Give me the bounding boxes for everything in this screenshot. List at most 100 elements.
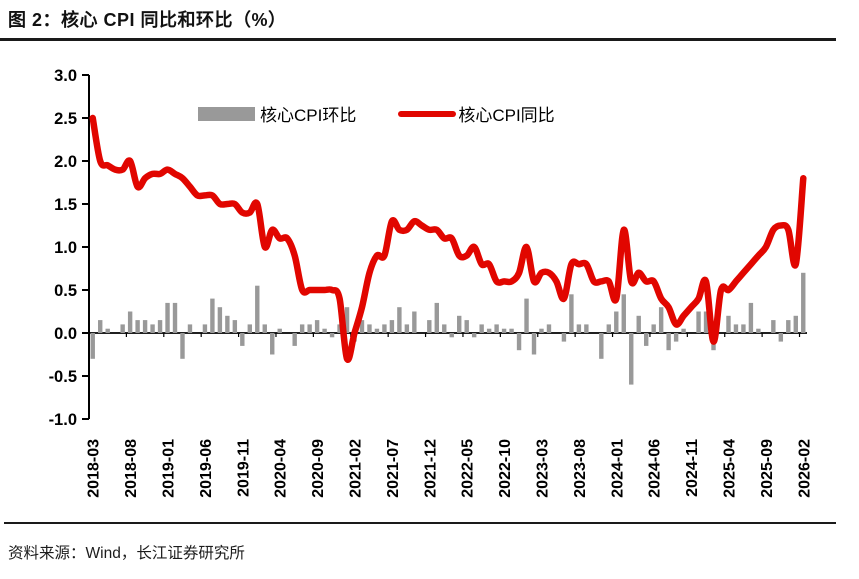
- bar-2025-11: [778, 333, 784, 342]
- bar-2023-04: [546, 324, 552, 333]
- bar-2021-12: [427, 320, 432, 333]
- bar-2023-12: [606, 324, 612, 333]
- bar-2019-07: [210, 298, 215, 333]
- x-tick-2018-03: 2018-03: [86, 439, 103, 498]
- bar-2023-07: [569, 294, 574, 333]
- svg-text:0.0: 0.0: [54, 325, 77, 343]
- x-tick-2019-11: 2019-11: [235, 439, 252, 497]
- bar-2024-06: [651, 324, 656, 333]
- bar-2021-05: [374, 328, 380, 333]
- bar-2024-03: [629, 333, 634, 385]
- bar-2021-07: [389, 320, 395, 333]
- x-tick-2020-09: 2020-09: [310, 439, 327, 498]
- bar-2022-10: [501, 328, 507, 333]
- bar-2022-06: [471, 333, 477, 338]
- x-tick-2018-08: 2018-08: [123, 439, 140, 498]
- bar-2020-06: [292, 333, 297, 346]
- bar-2019-02: [172, 302, 178, 333]
- bar-2024-12: [696, 311, 701, 333]
- bar-2025-05: [733, 324, 739, 333]
- svg-text:2.5: 2.5: [54, 110, 77, 128]
- bar-2022-11: [509, 328, 514, 333]
- chart-legend: 核心CPI环比 核心CPI同比: [198, 101, 555, 126]
- chart-canvas: 3.0 2.5 2.0 1.5 1.0 0.5 0.0 -0.5 -1.0 2018-03 2018…: [49, 67, 814, 498]
- x-tick-2022-05: 2022-05: [460, 439, 477, 498]
- figure-title: 图 2：核心 CPI 同比和环比（%）: [8, 10, 287, 30]
- bar-2023-01: [524, 298, 529, 333]
- legend-label-mom: 核心CPI环比: [260, 106, 357, 125]
- bar-2022-03: [449, 333, 454, 338]
- x-tick-2021-02: 2021-02: [348, 439, 365, 498]
- bar-2018-08: [127, 311, 133, 333]
- bar-2022-04: [457, 315, 462, 333]
- bottom-divider: [4, 522, 836, 524]
- yoy-line: [89, 114, 807, 363]
- bar-2020-02: [262, 324, 267, 333]
- bar-2024-07: [658, 307, 664, 333]
- svg-text:3.0: 3.0: [54, 67, 77, 85]
- bar-2018-09: [135, 320, 140, 333]
- legend-label-yoy: 核心CPI同比: [458, 106, 555, 125]
- bar-2023-06: [561, 333, 567, 342]
- bar-2025-04: [726, 315, 731, 333]
- svg-text:0.5: 0.5: [54, 282, 77, 300]
- bar-2023-03: [539, 328, 544, 333]
- x-tick-2024-11: 2024-11: [684, 439, 701, 497]
- bar-2021-04: [367, 324, 372, 333]
- bar-2020-10: [322, 328, 327, 333]
- x-tick-2025-04: 2025-04: [721, 439, 738, 498]
- bar-2019-06: [202, 324, 208, 333]
- bar-2024-02: [621, 294, 626, 333]
- legend-line-swatch-icon: [398, 110, 457, 117]
- bar-2021-08: [397, 307, 402, 333]
- bar-2024-08: [666, 333, 671, 351]
- bar-2025-06: [741, 324, 746, 333]
- x-tick-2024-06: 2024-06: [647, 439, 664, 498]
- svg-text:1.5: 1.5: [54, 196, 77, 214]
- bar-2019-03: [180, 333, 185, 359]
- title-underline: [0, 38, 836, 41]
- legend-bar-swatch-icon: [198, 106, 255, 121]
- svg-text:-0.5: -0.5: [49, 368, 77, 386]
- bar-2020-07: [299, 324, 305, 333]
- x-tick-2021-12: 2021-12: [422, 439, 439, 498]
- bar-2022-07: [479, 324, 484, 333]
- bar-2024-04: [636, 315, 641, 333]
- svg-text:-1.0: -1.0: [49, 411, 77, 429]
- bar-2024-10: [681, 328, 686, 333]
- x-tick-2025-09: 2025-09: [759, 439, 776, 498]
- source-note: 资料来源：Wind，长江证券研究所: [8, 545, 245, 562]
- bar-2020-09: [314, 320, 320, 333]
- bar-2018-03: [90, 333, 95, 359]
- svg-text:1.0: 1.0: [54, 239, 77, 257]
- bar-2020-11: [329, 333, 335, 338]
- bar-2022-08: [486, 328, 492, 333]
- bar-2020-12: [337, 324, 342, 333]
- chart-area: 3.0 2.5 2.0 1.5 1.0 0.5 0.0 -0.5 -1.0 2018-03 2018…: [0, 44, 859, 520]
- x-tick-2022-10: 2022-10: [497, 439, 514, 498]
- bar-2023-11: [599, 333, 604, 359]
- bar-2024-01: [614, 311, 619, 333]
- x-tick-2020-04: 2020-04: [273, 439, 290, 498]
- bar-2020-04: [277, 328, 282, 333]
- bar-2024-05: [643, 333, 649, 346]
- bar-2020-01: [255, 285, 260, 333]
- bar-2018-10: [142, 320, 148, 333]
- bar-2025-08: [756, 328, 761, 333]
- bar-2026-01: [793, 315, 798, 333]
- x-tick-2026-02: 2026-02: [796, 439, 813, 498]
- bar-2019-11: [240, 333, 245, 346]
- bar-2021-01: [344, 307, 350, 333]
- x-tick-2024-01: 2024-01: [609, 439, 626, 498]
- bar-2019-12: [247, 324, 253, 333]
- x-tick-2019-06: 2019-06: [198, 439, 215, 498]
- bar-2021-09: [404, 324, 410, 333]
- bar-2022-12: [516, 333, 522, 351]
- bar-2020-08: [307, 324, 312, 333]
- x-tick-2019-01: 2019-01: [161, 439, 178, 498]
- x-tick-2021-07: 2021-07: [385, 439, 402, 498]
- bar-2020-03: [270, 333, 275, 355]
- bar-2022-09: [494, 324, 499, 333]
- bar-2019-08: [217, 307, 223, 333]
